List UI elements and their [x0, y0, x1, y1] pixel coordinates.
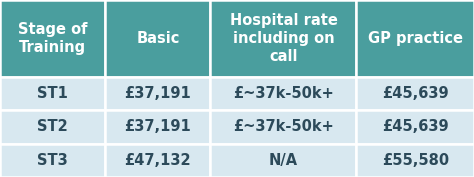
Text: £~37k-50k+: £~37k-50k+	[233, 86, 334, 101]
Bar	[0, 110, 105, 144]
Bar	[210, 0, 356, 77]
Bar	[356, 77, 474, 110]
Bar	[105, 144, 210, 177]
Text: Hospital rate
including on
call: Hospital rate including on call	[229, 13, 337, 64]
Bar	[356, 144, 474, 177]
Text: GP practice: GP practice	[368, 31, 463, 46]
Text: Basic: Basic	[136, 31, 180, 46]
Bar	[0, 144, 105, 177]
Text: ST2: ST2	[37, 119, 68, 135]
Bar	[356, 110, 474, 144]
Bar	[210, 144, 356, 177]
Text: Stage of
Training: Stage of Training	[18, 22, 87, 55]
Text: N/A: N/A	[269, 153, 298, 168]
Text: £47,132: £47,132	[125, 153, 191, 168]
Bar	[210, 110, 356, 144]
Text: ST1: ST1	[37, 86, 68, 101]
Bar	[0, 0, 105, 77]
Text: £45,639: £45,639	[382, 119, 448, 135]
Bar	[0, 77, 105, 110]
Bar	[356, 0, 474, 77]
Text: £45,639: £45,639	[382, 86, 448, 101]
Bar	[105, 0, 210, 77]
Text: £55,580: £55,580	[382, 153, 449, 168]
Text: £37,191: £37,191	[125, 86, 191, 101]
Bar	[105, 77, 210, 110]
Text: ST3: ST3	[37, 153, 68, 168]
Bar	[210, 77, 356, 110]
Bar	[105, 110, 210, 144]
Text: £37,191: £37,191	[125, 119, 191, 135]
Text: £~37k-50k+: £~37k-50k+	[233, 119, 334, 135]
